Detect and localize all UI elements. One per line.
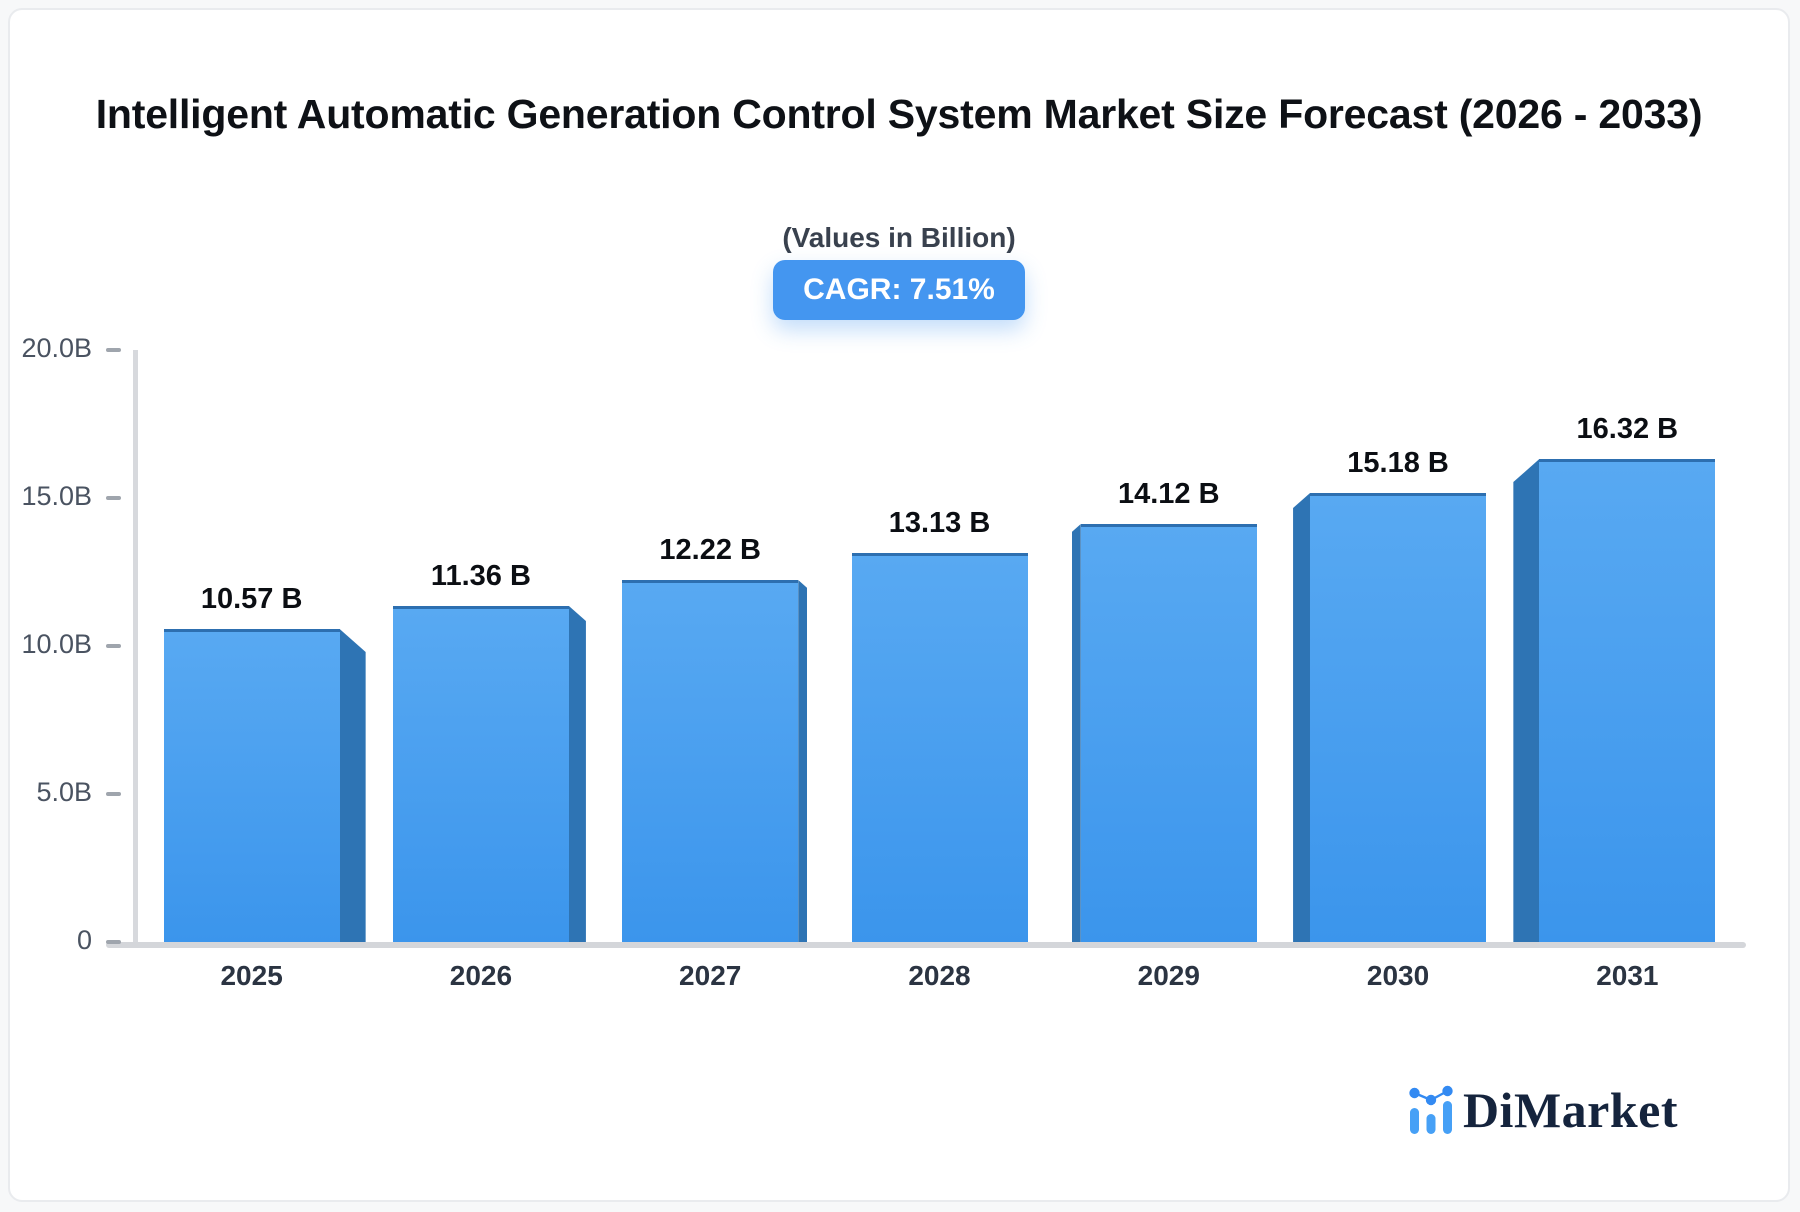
plot-area: 20.0B 15.0B 10.0B 5.0B 0 10.57 B 2025 11.36 B 20… xyxy=(10,10,1788,1200)
bar-side-3d xyxy=(1513,459,1540,942)
bar-value-label: 12.22 B xyxy=(659,534,761,566)
y-tick-label: 0 xyxy=(76,925,92,955)
bar-value-label: 14.12 B xyxy=(1117,478,1220,510)
logo-icon-bars xyxy=(1409,1101,1452,1134)
y-axis-line xyxy=(133,350,138,942)
bar xyxy=(392,606,586,942)
bar-face xyxy=(1310,493,1487,942)
logo-icon-dots xyxy=(1409,1085,1453,1106)
bar xyxy=(622,580,808,942)
brand-logo: DiMarket xyxy=(1409,1084,1678,1134)
x-tick-label: 2027 xyxy=(679,960,742,991)
x-tick-label: 2025 xyxy=(220,960,283,991)
y-tick-mark xyxy=(106,940,121,944)
bar-face xyxy=(851,553,1028,942)
bar-face xyxy=(1539,459,1716,942)
x-tick-label: 2029 xyxy=(1137,960,1200,991)
y-tick-mark xyxy=(106,496,121,500)
bar xyxy=(851,553,1028,942)
y-tick-mark xyxy=(106,792,121,796)
chart-card: Intelligent Automatic Generation Control… xyxy=(8,8,1790,1202)
bar xyxy=(1293,493,1487,942)
bar-side-3d xyxy=(339,629,366,942)
mini-bar-chart-icon xyxy=(1409,1085,1453,1134)
y-tick-mark xyxy=(106,644,121,648)
page-title: Intelligent Automatic Generation Control… xyxy=(95,91,1703,137)
bar-side-3d xyxy=(798,580,808,942)
bar xyxy=(1071,524,1257,942)
bar-value-label: 13.13 B xyxy=(888,507,991,539)
logo-text: DiMarket xyxy=(1462,1081,1678,1138)
bar-value-label: 15.18 B xyxy=(1347,447,1449,479)
bar-face xyxy=(622,580,799,942)
cagr-badge: CAGR: 7.51% xyxy=(773,260,1025,320)
bar xyxy=(163,629,366,942)
y-tick-label: 5.0B xyxy=(36,777,92,807)
bar-face xyxy=(392,606,569,942)
bar-side-3d xyxy=(568,606,586,942)
y-tick-label: 20.0B xyxy=(21,333,92,363)
bar xyxy=(1513,459,1716,942)
bar-value-label: 16.32 B xyxy=(1576,413,1679,445)
y-tick-mark xyxy=(106,348,121,352)
bar-face xyxy=(163,629,340,942)
chart-subtitle: (Values in Billion) xyxy=(782,222,1016,253)
bar-side-3d xyxy=(1293,493,1311,942)
x-tick-label: 2031 xyxy=(1596,960,1659,991)
cagr-badge-row: CAGR: 7.51% xyxy=(10,260,1788,320)
x-tick-label: 2026 xyxy=(449,960,513,991)
x-tick-label: 2030 xyxy=(1366,960,1430,991)
bar-value-label: 10.57 B xyxy=(200,583,303,615)
x-tick-label: 2028 xyxy=(908,960,971,991)
x-axis-baseline xyxy=(106,942,1746,948)
bar-value-label: 11.36 B xyxy=(430,560,531,592)
y-tick-label: 10.0B xyxy=(21,629,92,659)
bar-face xyxy=(1080,524,1257,942)
y-tick-label: 15.0B xyxy=(21,481,92,511)
bar-side-3d xyxy=(1071,524,1081,942)
